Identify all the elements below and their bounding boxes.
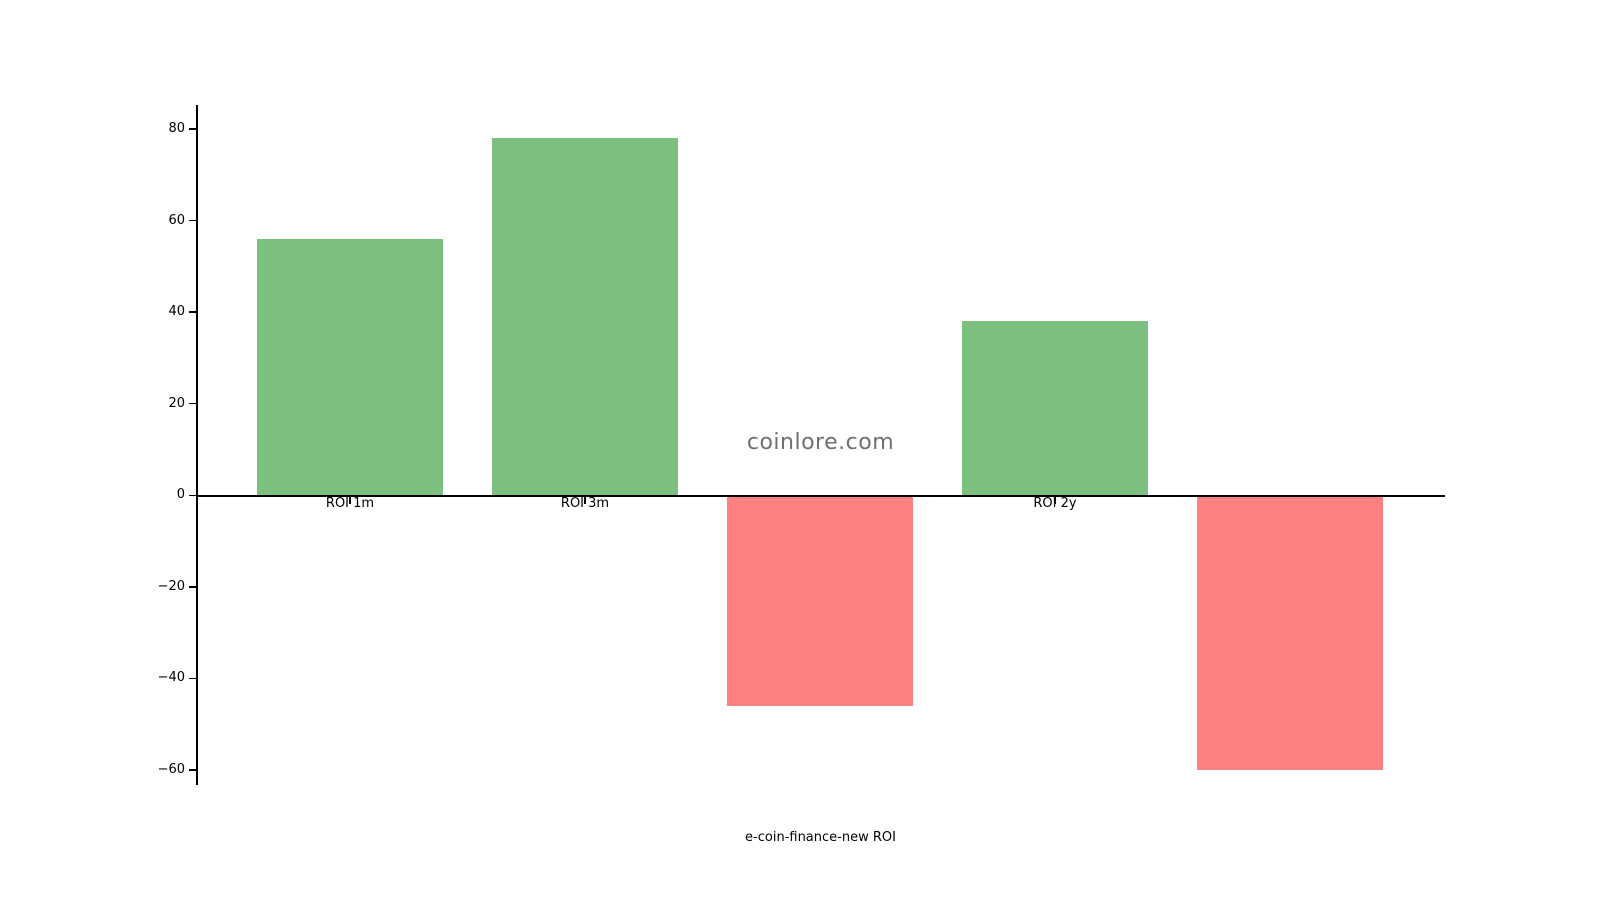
y-axis-tick-label: 20: [168, 395, 185, 411]
y-axis-tick-label: 60: [168, 212, 185, 228]
x-axis-tick-mark: [1054, 495, 1056, 504]
x-axis-tick-mark: [584, 495, 586, 504]
y-axis-tick-mark: [189, 677, 196, 680]
y-axis-tick-label: −40: [157, 670, 185, 686]
bar-roi-2y: [962, 321, 1148, 496]
y-axis-tick-mark: [189, 311, 196, 313]
x-axis-tick-label: ROI 2y: [1033, 496, 1077, 512]
watermark: coinlore.com: [746, 430, 895, 455]
y-axis-tick-mark: [189, 586, 196, 588]
x-axis-tick-mark: [349, 495, 351, 504]
bar-roi-5: [1197, 495, 1383, 770]
y-axis-tick-mark: [189, 769, 196, 771]
y-axis-tick-mark: [189, 402, 196, 405]
y-axis-tick-label: −60: [157, 762, 185, 778]
bar-roi-1m: [257, 238, 443, 496]
x-axis-tick-label: ROI 1m: [325, 496, 375, 512]
y-axis-tick-mark: [189, 219, 196, 222]
y-axis-line: [196, 105, 198, 785]
x-axis-tick-label: ROI 3m: [560, 496, 610, 512]
y-axis-tick-mark: [189, 494, 196, 497]
chart-title: e-coin-finance-new ROI: [745, 830, 896, 845]
y-axis-tick-label: −20: [157, 578, 185, 594]
y-axis-tick-label: 40: [168, 304, 185, 320]
y-axis-tick-label: 0: [176, 487, 185, 503]
x-axis-line: [196, 495, 1445, 497]
bar-roi-3: [727, 495, 913, 706]
y-axis-tick-label: 80: [168, 121, 185, 136]
bar-roi-3m: [492, 138, 678, 496]
y-axis-tick-mark: [189, 128, 196, 130]
